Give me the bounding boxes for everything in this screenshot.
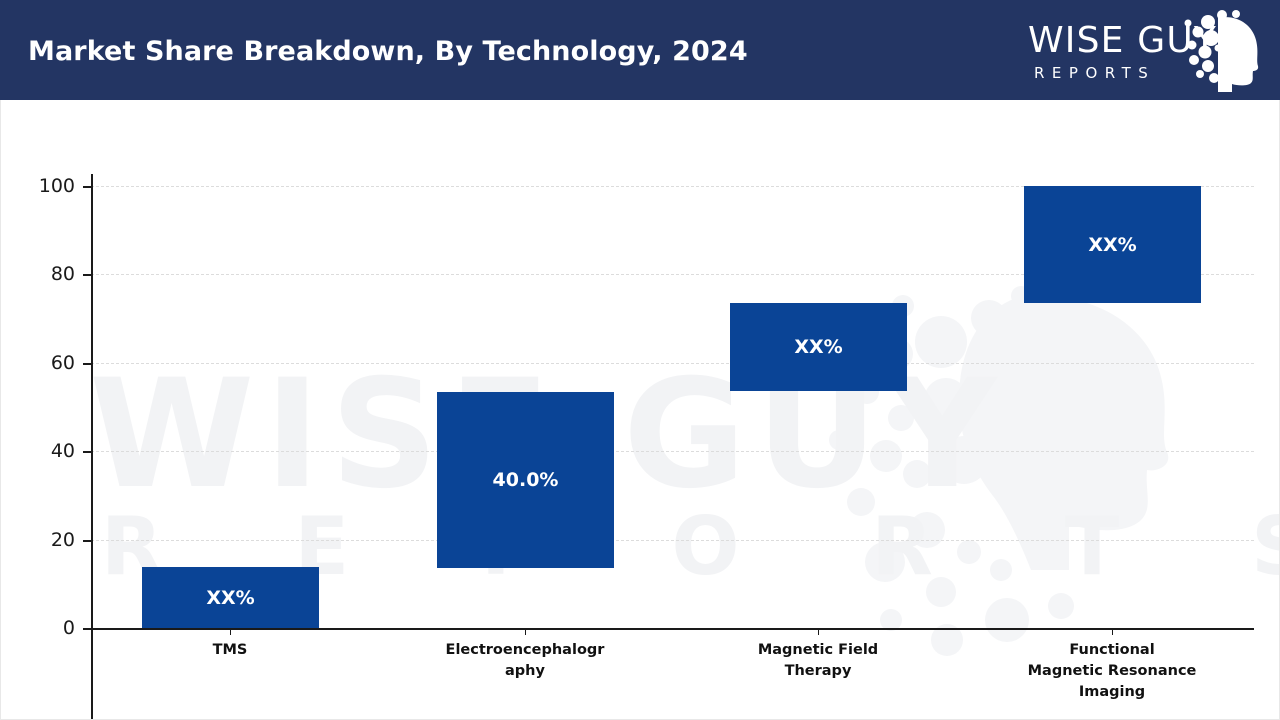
y-tick-mark-20 xyxy=(83,539,91,542)
bar-label-tms: XX% xyxy=(206,586,255,609)
x-tick-mark-electroencephalography xyxy=(525,628,526,635)
y-tick-mark-60 xyxy=(83,362,91,365)
x-category-label-magnetic-field-therapy: Magnetic Field Therapy xyxy=(757,642,879,680)
page-title: Market Share Breakdown, By Technology, 2… xyxy=(28,36,748,67)
y-tick-mark-100 xyxy=(83,186,91,188)
bar-label-electroencephalography: 40.0% xyxy=(492,469,559,491)
gridline-100 xyxy=(91,186,1254,187)
y-axis-line xyxy=(91,174,93,719)
y-tick-label-80: 80 xyxy=(50,263,75,286)
bar-label-functional-mri: XX% xyxy=(1088,233,1137,256)
bar-electroencephalography[interactable]: 40.0% xyxy=(437,392,614,568)
x-category-label-electroencephalography: Electroencephalogr aphy xyxy=(445,642,605,680)
wise-guy-reports-logo: WISE GUY REPORTS xyxy=(1022,8,1272,92)
y-tick-label-40: 40 xyxy=(50,440,75,463)
y-tick-label-60: 60 xyxy=(50,351,75,374)
chart-figure: WISE GUY R E P O R T S XX% 40.0% XX% XX% xyxy=(0,100,1280,720)
y-tick-label-20: 20 xyxy=(50,528,75,551)
logo-svg: WISE GUY REPORTS xyxy=(1028,10,1259,92)
x-tick-mark-magnetic-field-therapy xyxy=(818,628,819,635)
x-category-label-tms: TMS xyxy=(212,642,248,658)
y-tick-label-100: 100 xyxy=(38,175,75,197)
x-tick-mark-functional-mri xyxy=(1112,628,1113,635)
logo-head-dots-icon xyxy=(1184,10,1259,92)
bar-tms[interactable]: XX% xyxy=(142,567,319,628)
x-axis-line xyxy=(91,628,1254,630)
y-tick-mark-40 xyxy=(83,451,91,454)
plot-area: XX% 40.0% XX% XX% xyxy=(91,186,1254,628)
x-tick-mark-tms xyxy=(230,628,231,635)
page-header: Market Share Breakdown, By Technology, 2… xyxy=(0,0,1280,100)
bar-magnetic-field-therapy[interactable]: XX% xyxy=(730,303,907,391)
logo-wordmark-primary: WISE GUY xyxy=(1028,20,1217,61)
gridline-80 xyxy=(91,274,1254,276)
y-tick-mark-80 xyxy=(83,274,91,277)
y-tick-label-0: 0 xyxy=(62,617,75,639)
gridline-60 xyxy=(91,362,1254,364)
gridline-20 xyxy=(91,539,1254,541)
gridline-40 xyxy=(91,451,1254,453)
logo-wordmark-secondary: REPORTS xyxy=(1034,64,1155,82)
x-category-label-functional-mri: Functional Magnetic Resonance Imaging xyxy=(1027,642,1197,701)
y-tick-mark-0 xyxy=(83,628,91,630)
bar-functional-mri[interactable]: XX% xyxy=(1024,186,1201,303)
bar-label-magnetic-field-therapy: XX% xyxy=(794,336,843,358)
